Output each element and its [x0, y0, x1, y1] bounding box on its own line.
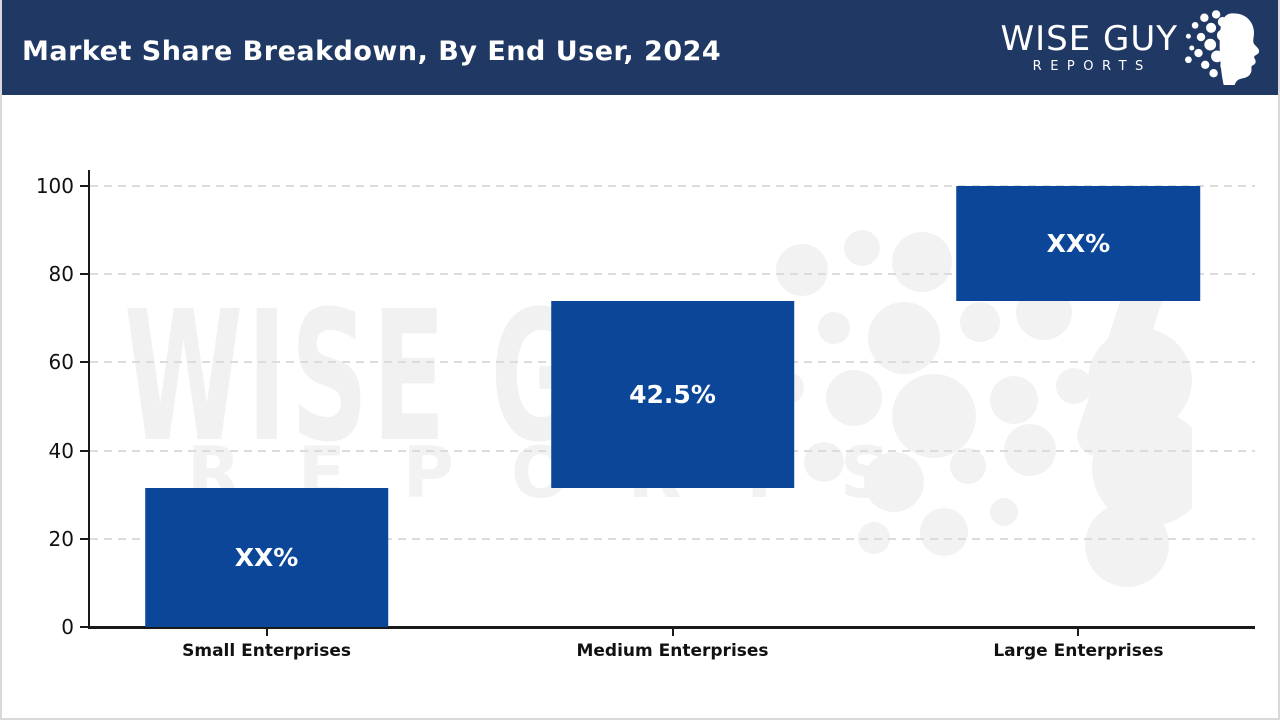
x-tick-mark: [671, 628, 674, 636]
header-band: Market Share Breakdown, By End User, 202…: [2, 0, 1278, 95]
y-tick-mark: [80, 626, 88, 628]
x-category-label: Large Enterprises: [993, 641, 1164, 661]
y-tick-mark: [80, 361, 88, 364]
y-tick-mark: [80, 449, 88, 452]
bar-value-label: XX%: [1046, 228, 1111, 258]
y-tick-label: 40: [48, 438, 74, 463]
brand-logo: WISE GUY REPORTS: [1000, 4, 1264, 92]
y-tick-label: 80: [48, 262, 74, 287]
x-axis-line: [88, 626, 1255, 629]
chart-title: Market Share Breakdown, By End User, 202…: [22, 36, 722, 67]
bar-large-enterprises: XX%: [956, 186, 1201, 301]
bar-small-enterprises: XX%: [144, 488, 389, 627]
bar-medium-enterprises: 42.5%: [550, 300, 795, 489]
y-tick-label: 20: [48, 526, 74, 551]
brand-face-icon: [1185, 10, 1260, 85]
x-category-label: Small Enterprises: [182, 641, 352, 661]
y-tick-mark: [80, 185, 88, 187]
plot-area: 0 20 40 60 80 100 XX% Small Enterprises 42.5% Med…: [36, 170, 1255, 661]
y-tick-label: 100: [35, 174, 74, 198]
y-tick-mark: [80, 537, 88, 540]
x-category-label: Medium Enterprises: [576, 641, 769, 661]
brand-name: WISE GUY: [1000, 19, 1178, 60]
y-tick-mark: [80, 273, 88, 276]
x-tick-mark: [1077, 628, 1080, 636]
brand-subtitle: REPORTS: [1032, 58, 1152, 74]
y-tick-label: 0: [61, 615, 74, 639]
y-axis-line: [88, 170, 90, 627]
y-tick-label: 60: [48, 350, 74, 375]
gridline-y-80: [90, 273, 1255, 276]
gridline-y-100: [90, 185, 1255, 187]
x-tick-mark: [265, 628, 268, 636]
bar-value-label: 42.5%: [629, 379, 716, 409]
gridline-y-20: [90, 537, 1255, 540]
bar-value-label: XX%: [234, 543, 299, 573]
